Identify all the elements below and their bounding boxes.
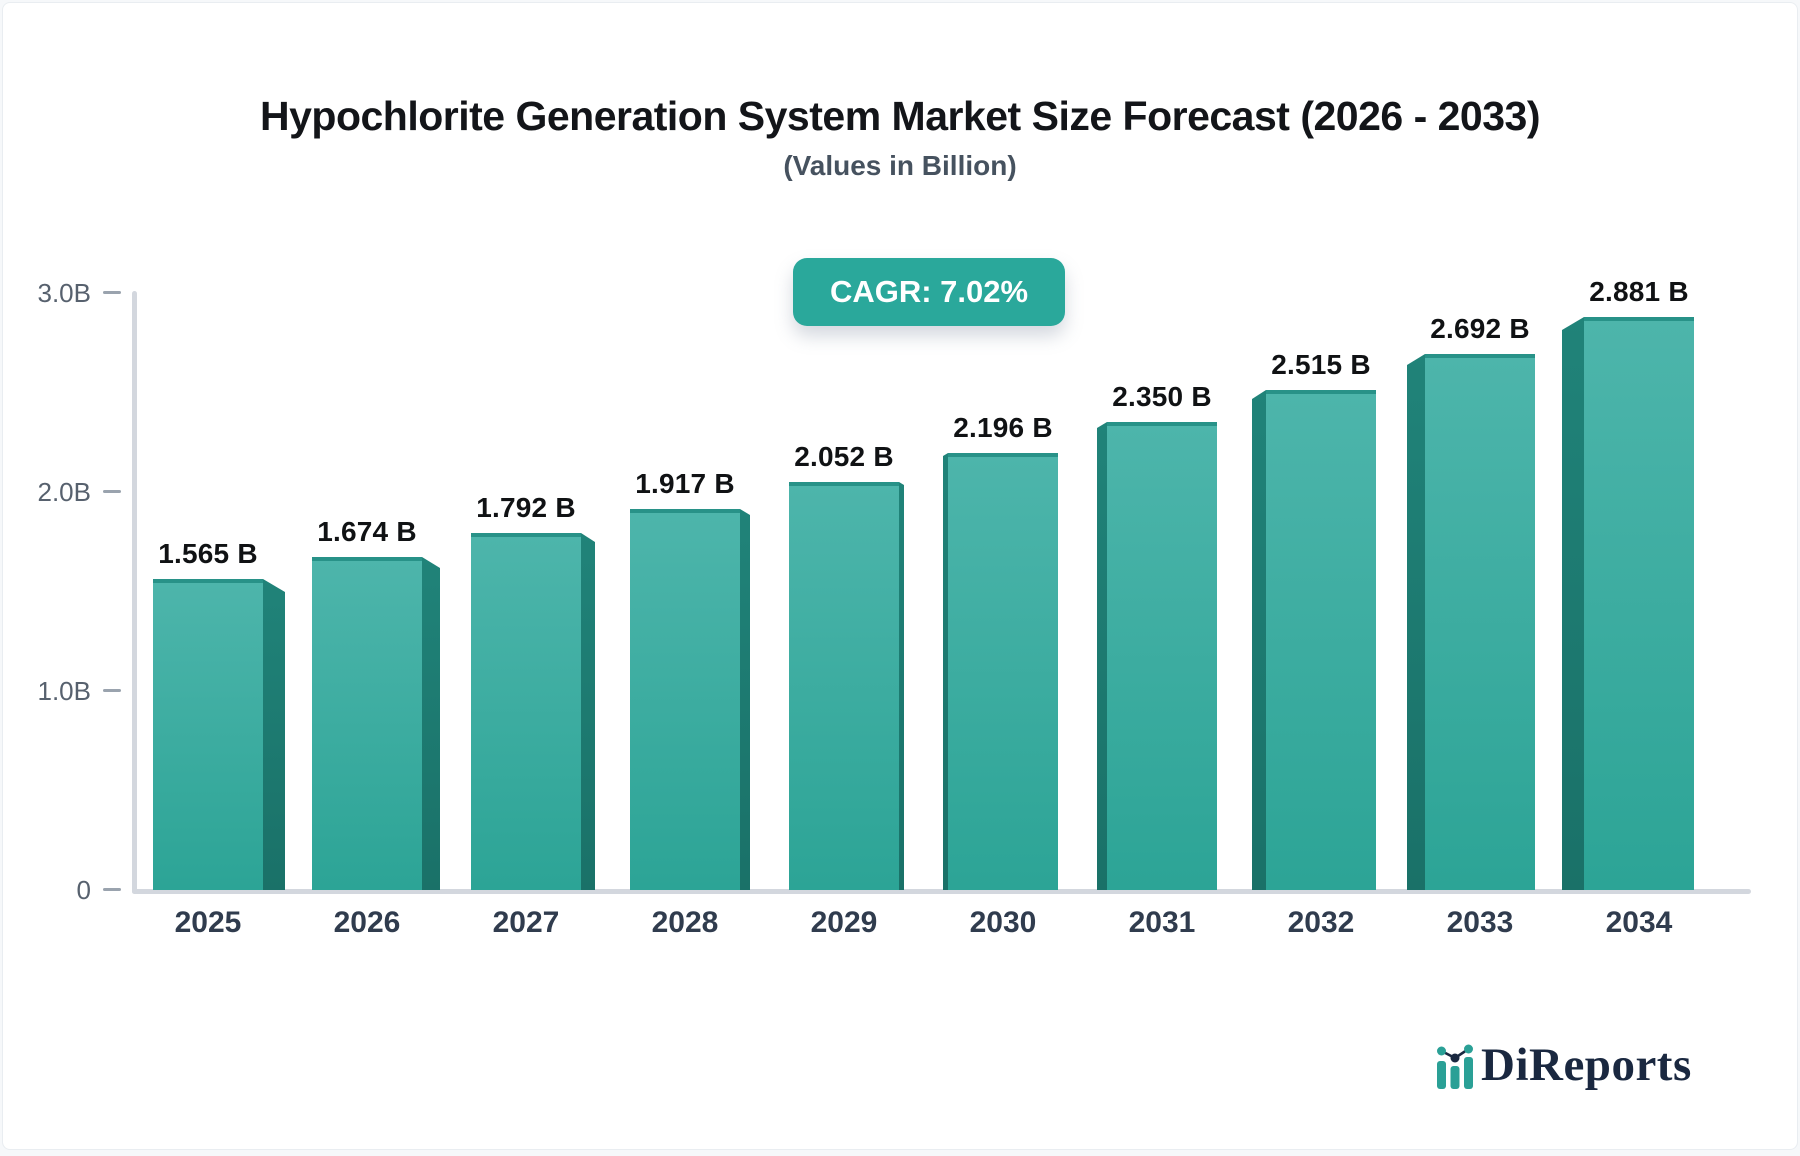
page-title: Hypochlorite Generation System Market Si… (259, 93, 1541, 139)
brand-name: DiReports (1481, 1039, 1692, 1091)
cagr-badge: CAGR: 7.02% (793, 258, 1065, 326)
y-tick-mark-3.0B (103, 291, 121, 294)
y-tick-label-2.0B: 2.0B (37, 477, 92, 507)
y-tick-label-3.0B: 3.0B (37, 278, 92, 308)
bar-side-2027 (581, 533, 595, 890)
bar-face-2025 (153, 579, 263, 890)
bar-value-label-2029: 2.052 B (794, 441, 894, 472)
bar-side-2026 (422, 557, 440, 890)
bar-face-2034 (1584, 317, 1694, 890)
brand-logo: DiReports (1435, 1033, 1765, 1113)
x-tick-label-2031: 2031 (1128, 906, 1196, 939)
bar-face-2031 (1107, 422, 1217, 890)
bar-face-2030 (948, 453, 1058, 890)
x-tick-label-2028: 2028 (651, 906, 719, 939)
x-axis-line (132, 889, 1751, 894)
bar-value-label-2033: 2.692 B (1430, 313, 1530, 344)
bar-value-label-2026: 1.674 B (317, 516, 417, 547)
bar-side-2034 (1562, 317, 1584, 890)
y-tick-mark-2.0B (103, 490, 121, 493)
x-tick-label-2026: 2026 (333, 906, 401, 939)
y-tick-mark-0 (103, 888, 121, 891)
bar-value-label-2032: 2.515 B (1271, 349, 1371, 380)
x-tick-label-2030: 2030 (969, 906, 1037, 939)
bar-side-2028 (740, 509, 750, 890)
bar-value-label-2031: 2.350 B (1112, 381, 1212, 412)
bar-side-2033 (1407, 354, 1425, 890)
bar-value-label-2025: 1.565 B (158, 538, 258, 569)
y-tick-label-1.0B: 1.0B (37, 676, 92, 706)
bar-value-label-2028: 1.917 B (635, 468, 735, 499)
x-tick-label-2032: 2032 (1287, 906, 1355, 939)
x-tick-label-2025: 2025 (174, 906, 242, 939)
bar-side-2030 (943, 453, 948, 890)
bar-face-2032 (1266, 390, 1376, 890)
bar-face-2029 (789, 482, 899, 890)
bar-side-2031 (1097, 422, 1107, 890)
bar-face-2028 (630, 509, 740, 890)
y-tick-label-0: 0 (76, 875, 91, 905)
bar-side-2032 (1252, 390, 1266, 890)
bar-side-2029 (899, 482, 904, 890)
x-tick-label-2029: 2029 (810, 906, 878, 939)
bar-value-label-2034: 2.881 B (1589, 276, 1689, 307)
bar-value-label-2027: 1.792 B (476, 492, 576, 523)
direports-bar-chart-logo-icon (1437, 1044, 1473, 1089)
x-tick-label-2034: 2034 (1605, 906, 1673, 939)
bar-side-2025 (263, 579, 285, 890)
bar-face-2033 (1425, 354, 1535, 890)
x-tick-label-2033: 2033 (1446, 906, 1514, 939)
bar-face-2026 (312, 557, 422, 890)
page-subtitle: (Values in Billion) (783, 150, 1017, 181)
bar-value-label-2030: 2.196 B (953, 412, 1053, 443)
y-tick-mark-1.0B (103, 689, 121, 692)
bar-face-2027 (471, 533, 581, 890)
y-axis-line (132, 291, 137, 894)
x-tick-label-2027: 2027 (492, 906, 560, 939)
